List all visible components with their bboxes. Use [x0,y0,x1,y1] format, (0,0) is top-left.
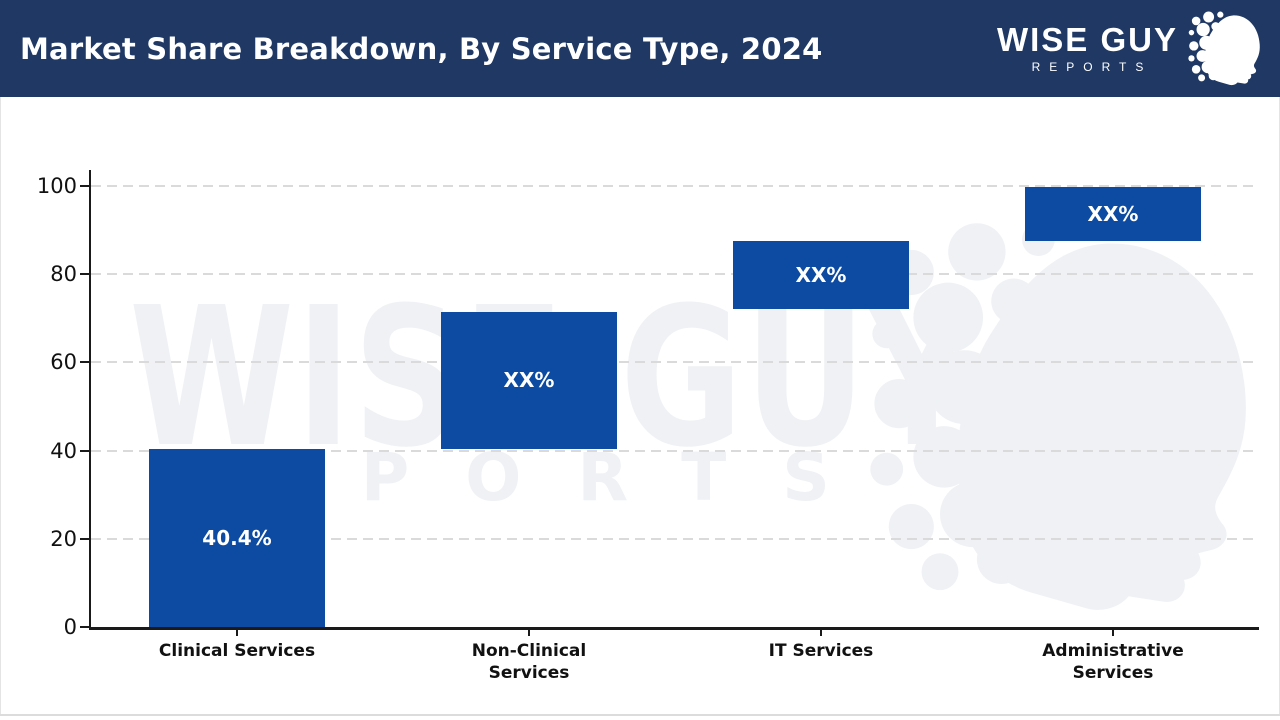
y-axis-tick [80,537,89,540]
gridline [91,449,1259,452]
wise-guy-logo: WISE GUY REPORTS [997,10,1280,88]
bottom-frame-line [0,714,1280,716]
y-axis-tick [80,626,89,628]
y-tick-label: 80 [50,262,77,287]
y-tick-label: 0 [63,615,77,639]
y-tick-label: 20 [50,526,77,551]
bar-value-label: 40.4% [202,525,272,550]
logo-wordmark: WISE GUY [996,21,1178,58]
bar-value-label: XX% [1087,201,1139,226]
bar-segment: XX% [1025,186,1201,241]
y-axis-tick [80,185,89,187]
bar-chart-plot: 0 20 40 60 80 100 40.4% Clinical Services XX% Non… [37,170,1259,683]
y-axis-tick [80,273,89,276]
x-category-label: Clinical Services [158,641,316,661]
x-axis-tick [820,627,822,636]
page-title: Market Share Breakdown, By Service Type,… [20,31,823,66]
x-category-label: Administrative Services [1042,641,1184,684]
header: Market Share Breakdown, By Service Type,… [0,0,1280,97]
gridline [91,361,1259,364]
chart-canvas: WISE GUY REPORTS 0 20 40 60 80 100 40.4% Clinic… [0,97,1280,716]
y-tick-label: 40 [50,438,77,463]
bar-value-label: XX% [795,263,847,288]
gridline [91,537,1259,540]
y-axis-tick [80,449,89,452]
logo-subtitle: REPORTS [1031,60,1153,74]
x-axis-tick [236,627,238,636]
y-tick-label: 100 [36,174,77,198]
x-axis-tick [1112,627,1114,636]
logo-text: WISE GUY REPORTS [997,23,1178,74]
x-category-label: Non-Clinical Services [471,641,587,684]
bar-segment: 40.4% [149,448,325,627]
y-axis-tick [80,361,89,364]
gridline [91,185,1259,187]
gridline [91,273,1259,276]
y-tick-label: 60 [50,350,77,375]
x-category-label: IT Services [768,641,874,661]
bar-segment: XX% [441,311,617,449]
x-axis-tick [528,627,530,636]
dotted-head-icon [1188,11,1260,85]
bar-segment: XX% [733,241,909,310]
bar-value-label: XX% [503,368,555,393]
